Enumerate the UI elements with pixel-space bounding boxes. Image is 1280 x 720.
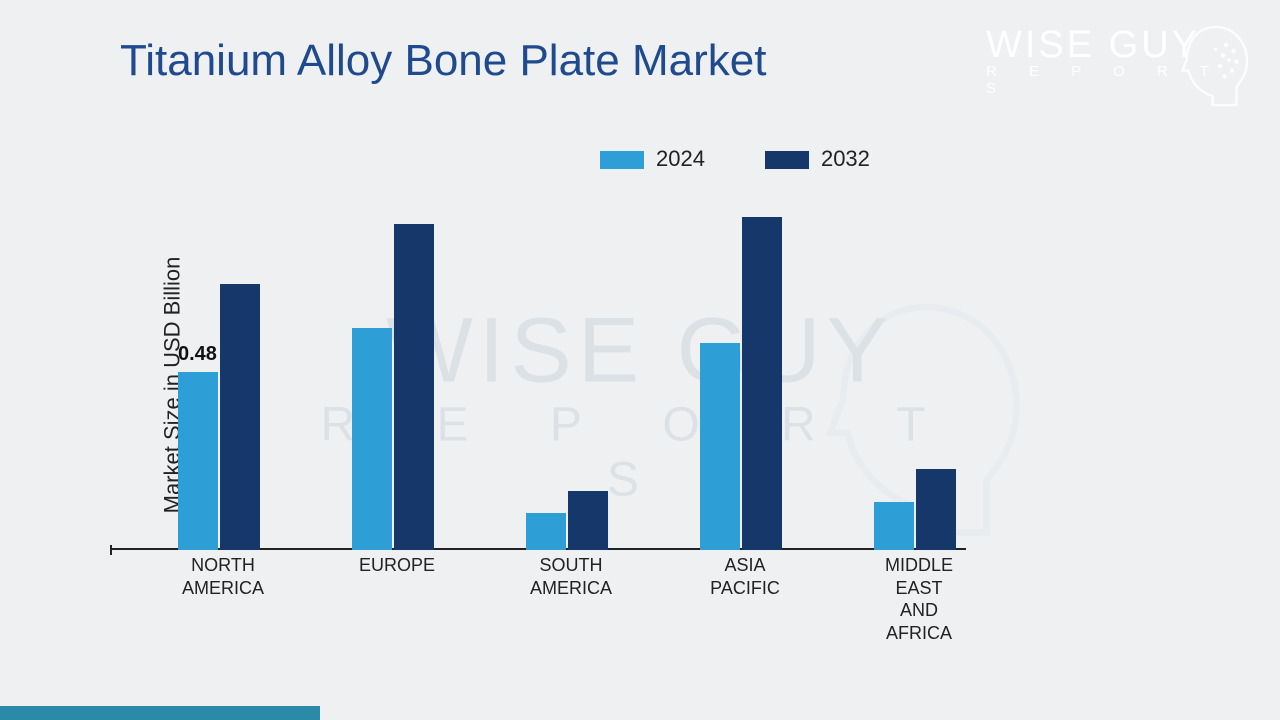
bar bbox=[568, 491, 608, 550]
bar bbox=[700, 343, 740, 550]
head-icon bbox=[1178, 24, 1256, 114]
bar bbox=[916, 469, 956, 550]
x-axis-label: ASIAPACIFIC bbox=[675, 554, 815, 599]
y-axis-tick bbox=[110, 545, 112, 555]
x-axis-label: NORTHAMERICA bbox=[153, 554, 293, 599]
x-axis-label: EUROPE bbox=[327, 554, 467, 577]
bar-value-label: 0.48 bbox=[178, 343, 217, 366]
chart-title: Titanium Alloy Bone Plate Market bbox=[120, 36, 766, 86]
legend-swatch-2024 bbox=[600, 151, 644, 169]
brand-logo: WISE GUY R E P O R T S bbox=[986, 24, 1256, 97]
chart-area: Market Size in USD Billion 2024 2032 0.4… bbox=[80, 150, 960, 620]
x-axis-label: SOUTHAMERICA bbox=[501, 554, 641, 599]
legend-swatch-2032 bbox=[765, 151, 809, 169]
bar bbox=[526, 513, 566, 550]
legend-item: 2032 bbox=[765, 146, 870, 172]
legend-label: 2032 bbox=[821, 146, 870, 171]
bottom-strip bbox=[0, 706, 320, 720]
legend-label: 2024 bbox=[656, 146, 705, 171]
x-axis-label: MIDDLEEASTANDAFRICA bbox=[849, 554, 989, 644]
legend: 2024 2032 bbox=[600, 146, 870, 172]
legend-item: 2024 bbox=[600, 146, 705, 172]
bar bbox=[394, 224, 434, 550]
bar bbox=[352, 328, 392, 550]
bar bbox=[178, 372, 218, 550]
bar bbox=[874, 502, 914, 550]
plot: 0.48 bbox=[116, 180, 960, 550]
bar bbox=[742, 217, 782, 550]
bar bbox=[220, 284, 260, 550]
